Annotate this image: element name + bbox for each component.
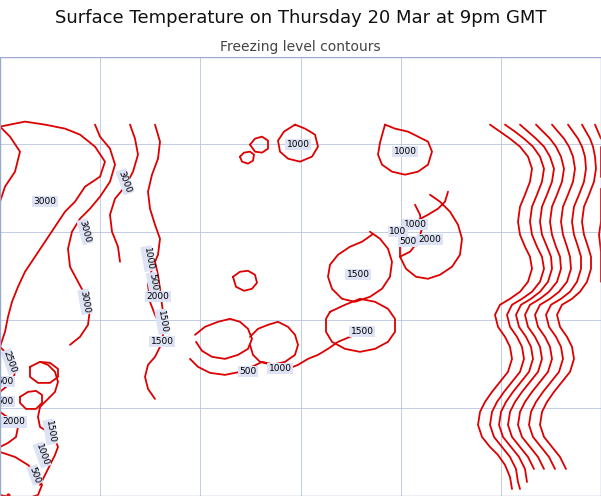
Text: 100: 100 — [389, 227, 407, 236]
Text: 500: 500 — [147, 272, 159, 291]
Text: 500: 500 — [0, 377, 14, 386]
Text: 1000: 1000 — [287, 140, 310, 149]
Text: 500: 500 — [28, 465, 42, 485]
Text: 3000: 3000 — [117, 169, 133, 194]
Text: 3000: 3000 — [34, 197, 56, 206]
Text: 2000: 2000 — [147, 292, 169, 301]
Text: 1500: 1500 — [350, 327, 373, 336]
Text: 1000: 1000 — [142, 247, 154, 271]
Text: 1500: 1500 — [156, 310, 168, 334]
Text: Surface Temperature on Thursday 20 Mar at 9pm GMT: Surface Temperature on Thursday 20 Mar a… — [55, 9, 546, 27]
Text: 1500: 1500 — [150, 337, 174, 346]
Text: 500: 500 — [239, 368, 257, 376]
Text: 2500: 2500 — [2, 350, 18, 374]
Text: 3000: 3000 — [78, 219, 93, 244]
Text: 3000: 3000 — [79, 290, 91, 314]
Text: 2000: 2000 — [418, 235, 442, 244]
Text: 2000: 2000 — [2, 418, 25, 427]
Text: 500: 500 — [0, 397, 14, 406]
Text: 1500: 1500 — [43, 420, 56, 444]
Text: 1500: 1500 — [347, 270, 370, 279]
Text: 1000: 1000 — [403, 220, 427, 229]
Text: 1000: 1000 — [34, 442, 50, 467]
Text: 1000: 1000 — [394, 147, 416, 156]
Text: Freezing level contours: Freezing level contours — [220, 40, 381, 54]
Text: 1000: 1000 — [269, 365, 291, 373]
Text: 500: 500 — [400, 237, 416, 246]
